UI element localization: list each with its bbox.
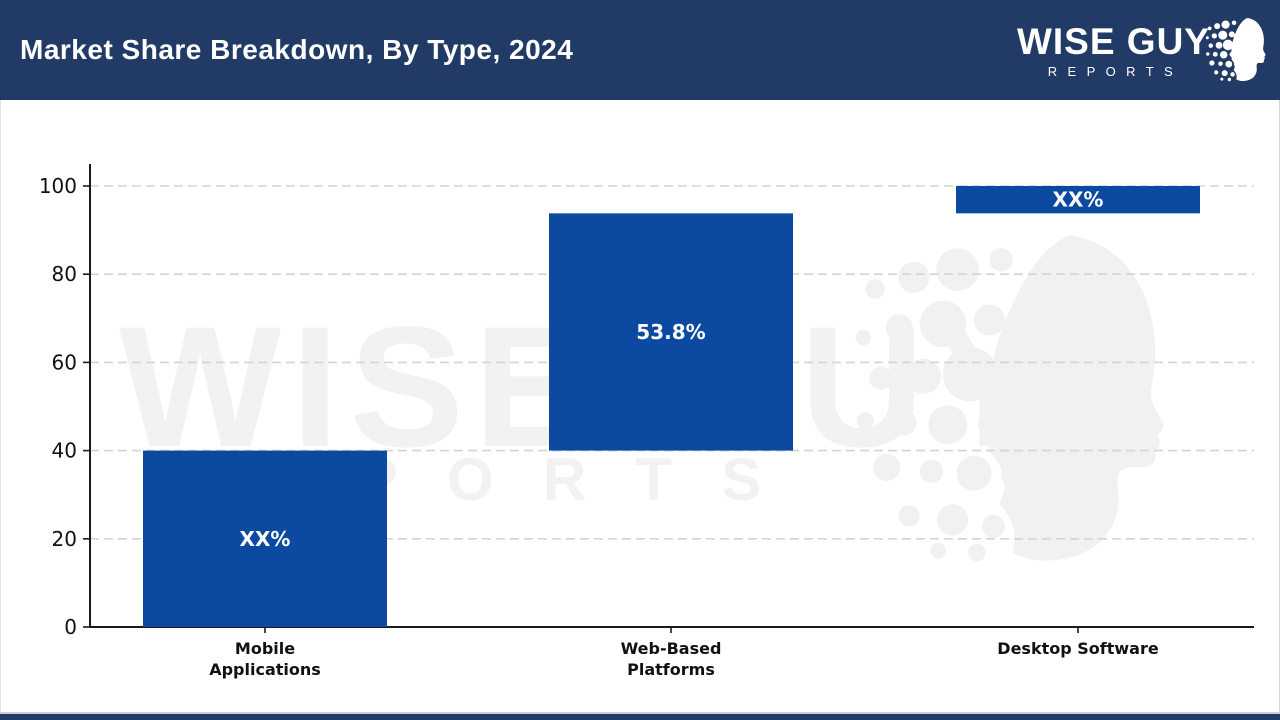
category-label: Web-Based: [621, 639, 722, 658]
y-tick-label: 20: [52, 527, 77, 551]
bar-chart: 0 20 40 60 80 100 XX% Mobile Applications 53.8% We…: [39, 164, 1254, 679]
bar-value-label: XX%: [240, 527, 291, 551]
header-bar: Market Share Breakdown, By Type, 2024 WI…: [0, 0, 1280, 100]
category-label: Applications: [209, 660, 321, 679]
logo: WISE GUY REPORTS: [1017, 9, 1266, 91]
bar-value-label: XX%: [1053, 188, 1104, 212]
watermark-face-icon: [855, 235, 1164, 562]
footer-bar: [0, 714, 1280, 720]
chart-area: WISE GUY REPORTS 0 20 40 60 80 100 XX% Mobile Ap…: [0, 100, 1280, 713]
y-tick-label: 60: [52, 350, 77, 374]
logo-reports-text: REPORTS: [1047, 63, 1184, 79]
y-tick-label: 40: [52, 439, 77, 463]
logo-wordmark: WISE GUY: [1016, 20, 1210, 62]
logo-text: WISE GUY REPORTS: [1017, 23, 1210, 78]
category-label: Desktop Software: [997, 639, 1159, 658]
bar-value-label: 53.8%: [636, 320, 705, 344]
y-tick-label: 100: [39, 174, 77, 198]
bar-3: [956, 186, 1200, 214]
category-label: Platforms: [627, 660, 715, 679]
logo-face-icon: [1205, 18, 1266, 82]
y-tick-label: 80: [52, 262, 77, 286]
bar-1: [143, 450, 387, 627]
footer-divider: [0, 712, 1280, 714]
chart-title: Market Share Breakdown, By Type, 2024: [20, 34, 574, 65]
y-tick-label: 0: [64, 615, 77, 639]
category-label: Mobile: [235, 639, 295, 658]
bar-2: [549, 213, 793, 451]
